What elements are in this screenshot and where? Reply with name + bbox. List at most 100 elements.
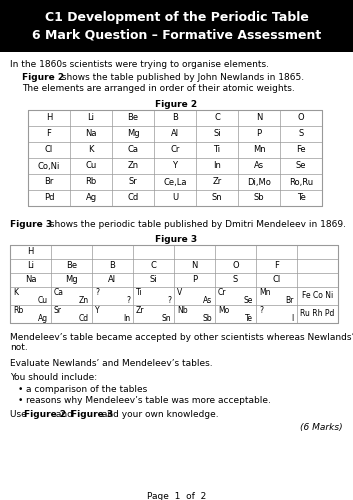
Text: not.: not. (10, 343, 28, 352)
Text: •: • (18, 396, 23, 405)
Text: You should include:: You should include: (10, 373, 97, 382)
Text: N: N (191, 262, 198, 270)
Text: Br: Br (44, 178, 54, 186)
Text: Page  1  of  2: Page 1 of 2 (147, 492, 206, 500)
Text: Ro,Ru: Ro,Ru (289, 178, 313, 186)
Text: In: In (213, 162, 221, 170)
Text: Ti: Ti (136, 288, 143, 296)
Text: ?: ? (126, 296, 130, 305)
Text: K: K (13, 288, 18, 296)
Text: Sn: Sn (212, 194, 222, 202)
Text: Na: Na (85, 130, 97, 138)
Text: Te: Te (297, 194, 305, 202)
Text: Sb: Sb (254, 194, 264, 202)
Text: Ru Rh Pd: Ru Rh Pd (300, 310, 335, 318)
Bar (10, 245, 338, 323)
Bar (28, 110, 322, 206)
Text: Cr: Cr (170, 146, 180, 154)
Text: ?: ? (167, 296, 171, 305)
Text: Zr: Zr (136, 306, 144, 314)
Text: Ce,La: Ce,La (163, 178, 187, 186)
Text: C: C (151, 262, 156, 270)
Text: ?: ? (259, 306, 263, 314)
Text: 6 Mark Question – Formative Assessment: 6 Mark Question – Formative Assessment (32, 28, 321, 42)
Text: Se: Se (244, 296, 253, 305)
Text: (6 Marks): (6 Marks) (300, 423, 343, 432)
Text: Figure 2: Figure 2 (24, 410, 66, 419)
Text: Li: Li (88, 114, 95, 122)
Text: Pd: Pd (44, 194, 54, 202)
Text: a comparison of the tables: a comparison of the tables (26, 385, 147, 394)
Text: In the 1860s scientists were trying to organise elements.: In the 1860s scientists were trying to o… (10, 60, 269, 69)
Text: H: H (27, 248, 34, 256)
Text: B: B (109, 262, 115, 270)
Text: Sr: Sr (54, 306, 62, 314)
Text: As: As (203, 296, 212, 305)
Text: Mg: Mg (65, 276, 78, 284)
Text: Si: Si (150, 276, 157, 284)
Text: O: O (298, 114, 304, 122)
Text: C: C (214, 114, 220, 122)
Text: S: S (298, 130, 304, 138)
Text: H: H (46, 114, 52, 122)
Text: V: V (177, 288, 182, 296)
Text: Y: Y (173, 162, 178, 170)
Text: Al: Al (171, 130, 179, 138)
Text: Mendeleev’s table became accepted by other scientists whereas Newlands’ table wa: Mendeleev’s table became accepted by oth… (10, 333, 353, 342)
Text: Te: Te (245, 314, 253, 323)
Text: Be: Be (66, 262, 77, 270)
Text: Al: Al (108, 276, 116, 284)
Text: In: In (123, 314, 130, 323)
Text: Ag: Ag (38, 314, 48, 323)
Text: Cr: Cr (218, 288, 227, 296)
Text: Zr: Zr (213, 178, 222, 186)
Text: Cu: Cu (38, 296, 48, 305)
Text: Mn: Mn (259, 288, 270, 296)
Text: shows the periodic table published by Dmitri Mendeleev in 1869.: shows the periodic table published by Dm… (47, 220, 346, 229)
Text: Figure 2: Figure 2 (22, 73, 64, 82)
Text: Ti: Ti (214, 146, 221, 154)
Text: and: and (53, 410, 76, 419)
Text: Sb: Sb (202, 314, 212, 323)
Text: Fe: Fe (296, 146, 306, 154)
Text: Ca: Ca (127, 146, 138, 154)
Text: Di,Mo: Di,Mo (247, 178, 271, 186)
Text: Evaluate Newlands’ and Mendeleev’s tables.: Evaluate Newlands’ and Mendeleev’s table… (10, 359, 213, 368)
Text: Zn: Zn (127, 162, 139, 170)
Text: Mg: Mg (127, 130, 139, 138)
Text: Li: Li (27, 262, 34, 270)
Text: ?: ? (95, 288, 99, 296)
Text: Br: Br (286, 296, 294, 305)
Text: F: F (47, 130, 52, 138)
Text: P: P (192, 276, 197, 284)
Text: Si: Si (213, 130, 221, 138)
Text: U: U (172, 194, 178, 202)
Text: F: F (274, 262, 279, 270)
Text: Fe Co Ni: Fe Co Ni (302, 292, 333, 300)
Text: Cl: Cl (273, 276, 281, 284)
Text: Y: Y (95, 306, 100, 314)
Text: Cu: Cu (85, 162, 97, 170)
Text: Be: Be (127, 114, 139, 122)
Text: Nb: Nb (177, 306, 188, 314)
Text: Zn: Zn (79, 296, 89, 305)
Text: Co,Ni: Co,Ni (38, 162, 60, 170)
Text: O: O (232, 262, 239, 270)
Text: Rb: Rb (13, 306, 23, 314)
Text: Sn: Sn (161, 314, 171, 323)
Text: Ag: Ag (85, 194, 97, 202)
Text: Mo: Mo (218, 306, 229, 314)
Text: Ca: Ca (54, 288, 64, 296)
Text: Figure 3: Figure 3 (155, 235, 198, 244)
Text: Use: Use (10, 410, 30, 419)
Bar (0, 0, 353, 52)
Text: shows the table published by John Newlands in 1865.: shows the table published by John Newlan… (59, 73, 304, 82)
Text: C1 Development of the Periodic Table: C1 Development of the Periodic Table (44, 10, 309, 24)
Text: Sr: Sr (128, 178, 137, 186)
Text: Cd: Cd (127, 194, 139, 202)
Text: Mn: Mn (253, 146, 265, 154)
Text: N: N (256, 114, 262, 122)
Text: I: I (292, 314, 294, 323)
Text: reasons why Mendeleev’s table was more acceptable.: reasons why Mendeleev’s table was more a… (26, 396, 271, 405)
Text: Se: Se (296, 162, 306, 170)
